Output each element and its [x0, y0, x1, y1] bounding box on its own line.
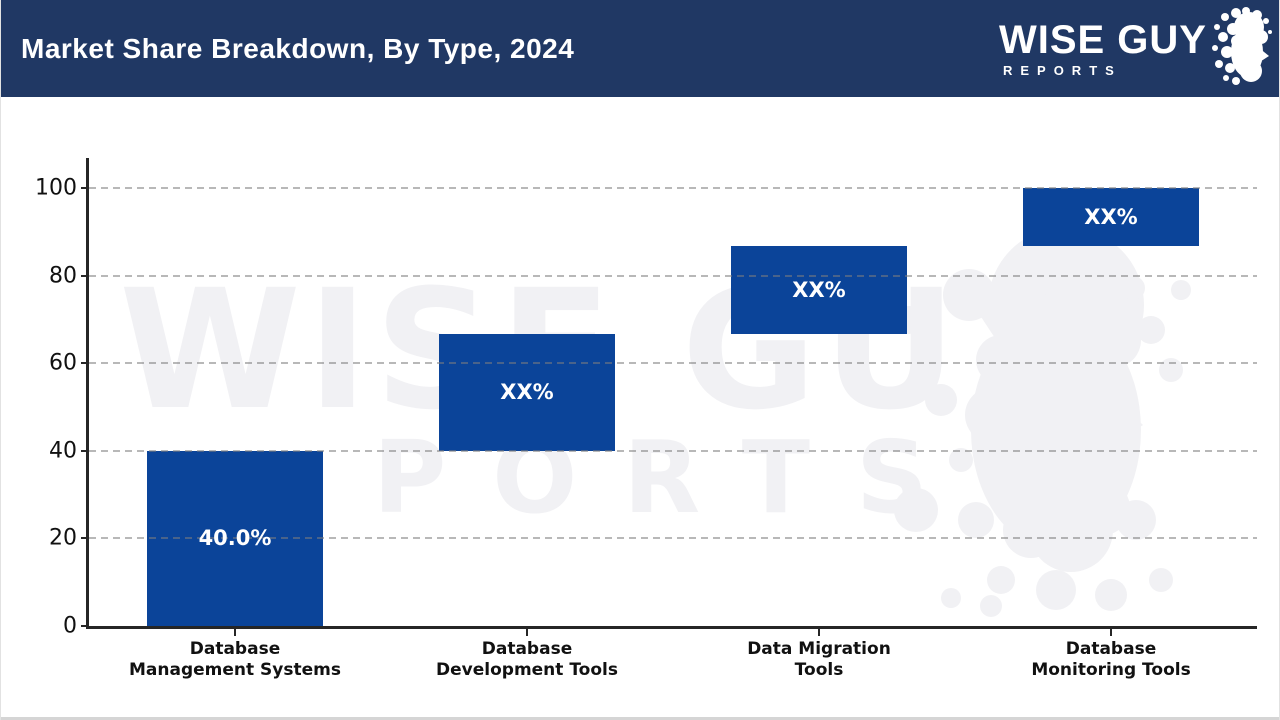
logo-subtitle: REPORTS: [1002, 62, 1122, 78]
gridline: [89, 274, 1257, 277]
gridline: [89, 362, 1257, 365]
bar-segment: [1023, 188, 1199, 247]
x-axis-spine: [86, 626, 1257, 629]
category-label-line: Management Systems: [129, 660, 341, 680]
category-label: Data Migration Tools: [669, 639, 969, 681]
y-tick: [81, 362, 89, 365]
x-tick: [526, 628, 528, 636]
x-tick: [234, 628, 236, 636]
y-tick-label: 100: [35, 175, 77, 201]
y-tick-label: 0: [63, 613, 77, 639]
y-tick: [81, 625, 89, 627]
wise-guy-reports-logo: WISE GUY REPORTS: [999, 6, 1275, 91]
bar-segment: [731, 246, 907, 334]
logo-wordmark: WISE GUY: [998, 17, 1207, 62]
y-tick-label: 20: [49, 525, 77, 551]
bar-value-label: XX%: [792, 278, 846, 303]
y-tick-label: 40: [49, 438, 77, 464]
bar-value-label: XX%: [1084, 205, 1138, 230]
category-label-line: Tools: [794, 660, 844, 680]
header-bar: Market Share Breakdown, By Type, 2024 WI…: [1, 0, 1279, 97]
logo-face-icon: [1212, 6, 1272, 85]
gridline: [89, 537, 1257, 540]
gridline: [89, 449, 1257, 452]
category-label-line: Monitoring Tools: [1031, 660, 1191, 680]
y-tick-label: 80: [49, 263, 77, 289]
y-tick: [81, 274, 89, 277]
bar-value-label: 40.0%: [198, 526, 272, 551]
category-label-line: Data Migration: [747, 639, 891, 659]
category-label-line: Database: [1065, 639, 1157, 659]
plot-area: 0 20 40 60 80 100 40.0% XX% XX% XX% Database Manage…: [1, 97, 1279, 717]
y-axis-spine: [86, 158, 89, 629]
y-tick: [81, 449, 89, 452]
bottom-border: [1, 717, 1279, 720]
category-label: Database Monitoring Tools: [961, 639, 1261, 681]
gridline: [89, 187, 1257, 189]
category-label: Database Management Systems: [85, 639, 385, 681]
category-label: Database Development Tools: [377, 639, 677, 681]
x-tick: [1110, 628, 1112, 636]
bar-value-label: XX%: [500, 380, 554, 405]
watermark-face-icon: [894, 227, 1191, 617]
category-label-line: Database: [189, 639, 281, 659]
y-tick: [81, 537, 89, 540]
page-title: Market Share Breakdown, By Type, 2024: [21, 32, 575, 64]
category-label-line: Development Tools: [436, 660, 618, 680]
y-tick-label: 60: [49, 350, 77, 376]
y-tick: [81, 187, 89, 189]
category-label-line: Database: [481, 639, 573, 659]
logo-text: WISE GUY REPORTS: [999, 20, 1207, 78]
bar-segment: [439, 333, 615, 451]
x-tick: [818, 628, 820, 636]
